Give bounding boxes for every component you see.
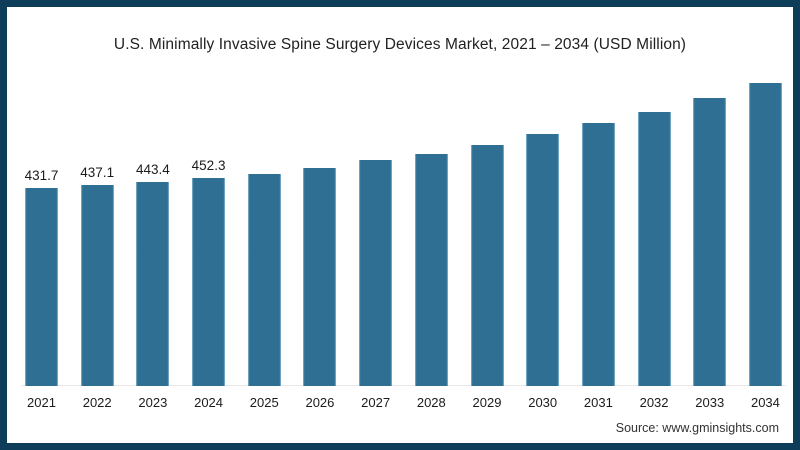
bar-column: 431.7 2021 [24, 76, 59, 410]
bar-2021 [25, 187, 58, 386]
chart-title: U.S. Minimally Invasive Spine Surgery De… [113, 36, 687, 53]
x-axis-label: 2030 [528, 395, 558, 410]
bar-column: 2029 [470, 76, 504, 410]
x-axis-label: 2034 [750, 395, 780, 410]
x-axis-label: 2028 [416, 395, 446, 410]
x-axis-label: 2029 [472, 395, 502, 410]
bar-column: 2031 [581, 76, 615, 410]
x-axis-label: 2021 [27, 395, 56, 410]
bar-column: 2033 [693, 76, 727, 410]
x-axis-label: 2022 [82, 395, 112, 410]
x-axis-label: 2026 [305, 395, 335, 410]
bar-value-label: 431.7 [24, 167, 59, 183]
bar-2030 [526, 133, 560, 386]
bar-column: 2027 [359, 76, 393, 410]
bar-column: 2032 [637, 76, 671, 410]
bar-value-label: 437.1 [80, 165, 115, 181]
bar-2034 [748, 82, 782, 386]
bar-2022 [80, 185, 114, 386]
bar-column: 443.4 2023 [135, 76, 170, 410]
bar-2027 [359, 160, 393, 386]
bar-2029 [470, 144, 504, 386]
bar-value-label: 452.3 [191, 158, 226, 174]
x-axis-label: 2023 [138, 395, 168, 410]
bar-value-label: 443.4 [135, 162, 170, 178]
bar-column: 2030 [526, 76, 560, 410]
bar-column: 437.1 2022 [80, 76, 115, 410]
bar-2033 [693, 98, 727, 386]
bar-2024 [192, 178, 226, 386]
x-axis-label: 2031 [583, 395, 613, 410]
x-axis-label: 2025 [249, 395, 279, 410]
bar-column: 452.3 2024 [191, 76, 226, 410]
bar-column: 2034 [748, 76, 782, 410]
x-axis-label: 2024 [194, 395, 224, 410]
x-axis-label: 2033 [695, 395, 725, 410]
bar-2031 [581, 122, 615, 386]
bar-2025 [247, 173, 281, 386]
bar-2032 [637, 111, 671, 386]
chart-area: 431.7 2021 437.1 2022 443.4 2023 452.3 2024 2025… [21, 76, 786, 410]
bar-column: 2025 [247, 76, 281, 410]
bar-2028 [414, 154, 448, 386]
bar-2023 [136, 182, 170, 386]
bar-column: 2026 [303, 76, 337, 410]
source-attribution: Source: www.gminsights.com [615, 421, 779, 435]
bar-column: 2028 [414, 76, 448, 410]
bar-2026 [303, 167, 337, 386]
x-axis-label: 2027 [361, 395, 391, 410]
x-axis-baseline [21, 385, 786, 386]
x-axis-label: 2032 [639, 395, 669, 410]
